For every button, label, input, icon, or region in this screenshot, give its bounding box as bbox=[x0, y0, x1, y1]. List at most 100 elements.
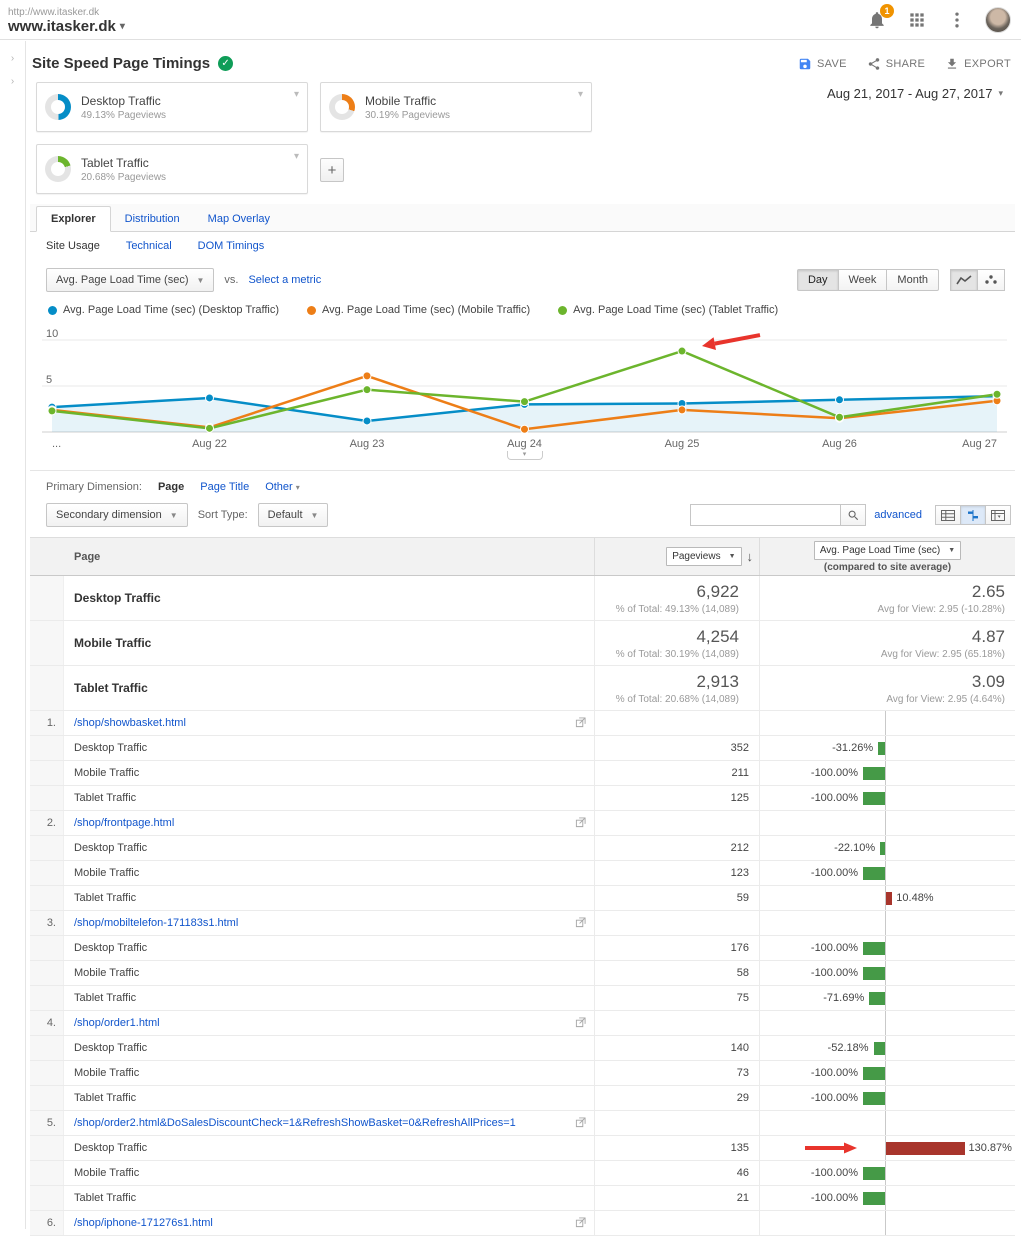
data-table-view-button[interactable] bbox=[935, 505, 961, 525]
page-url-link[interactable]: /shop/mobiltelefon-171183s1.html bbox=[74, 917, 239, 929]
open-in-new-icon[interactable] bbox=[575, 1217, 586, 1231]
comparison-view-button[interactable] bbox=[960, 505, 986, 525]
date-range-picker[interactable]: Aug 21, 2017 - Aug 27, 2017 ▾ bbox=[827, 86, 1003, 101]
open-in-new-icon[interactable] bbox=[575, 917, 586, 931]
row-number-cell bbox=[30, 1061, 64, 1085]
comparison-bar bbox=[886, 891, 893, 905]
row-number-cell bbox=[30, 1186, 64, 1210]
delta-percent-label: -100.00% bbox=[810, 942, 858, 954]
secondary-dimension-button[interactable]: Secondary dimension ▼ bbox=[46, 503, 188, 527]
metric-column-selector[interactable]: Avg. Page Load Time (sec) ▼ bbox=[813, 540, 962, 560]
segment-name: Desktop Traffic bbox=[74, 1142, 148, 1154]
sort-type-button[interactable]: Default ▼ bbox=[257, 503, 329, 527]
chevron-down-icon[interactable]: ▾ bbox=[577, 89, 583, 100]
page-url-link[interactable]: /shop/showbasket.html bbox=[74, 717, 186, 729]
left-rail: › › bbox=[0, 41, 26, 1229]
dimension-page-title[interactable]: Page Title bbox=[200, 481, 250, 493]
line-chart-view-button[interactable] bbox=[950, 269, 978, 291]
page-url-link[interactable]: /shop/frontpage.html bbox=[74, 817, 175, 829]
table-row-segment: Mobile Traffic 58 -100.00% bbox=[30, 961, 1015, 986]
segment-name: Tablet Traffic bbox=[74, 892, 137, 904]
legend-swatch bbox=[48, 305, 57, 315]
segment-cell: Mobile Traffic bbox=[64, 861, 594, 885]
account-selector[interactable]: www.itasker.dk ▾ bbox=[8, 18, 125, 35]
chart-expand-handle[interactable]: ▾ bbox=[506, 451, 543, 460]
pageviews-cell: 59 bbox=[594, 886, 759, 910]
page-url-link[interactable]: /shop/order2.html&DoSalesDiscountCheck=1… bbox=[74, 1117, 516, 1129]
add-segment-button[interactable]: + bbox=[320, 158, 344, 182]
chevron-down-icon[interactable]: ▾ bbox=[293, 151, 299, 162]
metric-cell: -100.00% bbox=[759, 1061, 1015, 1085]
pageviews-column-selector[interactable]: Pageviews ▼ bbox=[666, 547, 742, 566]
legend-swatch bbox=[558, 305, 568, 315]
rail-collapse-icon[interactable]: › bbox=[10, 53, 15, 64]
advanced-search-link[interactable]: advanced bbox=[874, 509, 922, 521]
page-url-link[interactable]: /shop/iphone-171276s1.html bbox=[74, 1217, 213, 1229]
timeseries-chart[interactable]: 5 10... Aug 22 Aug 23 Aug 24 Aug 25 Aug 26 Aug … bbox=[30, 318, 1015, 460]
tab-explorer[interactable]: Explorer bbox=[36, 206, 111, 232]
comparison-axis bbox=[885, 761, 886, 785]
dimension-page[interactable]: Page bbox=[157, 481, 185, 493]
comparison-axis bbox=[885, 911, 886, 935]
summary-row: Desktop Traffic 6,922 % of Total: 49.13% (… bbox=[30, 576, 1015, 621]
comparison-bar bbox=[873, 1041, 885, 1055]
row-number-cell bbox=[30, 961, 64, 985]
segment-card-mobile[interactable]: Mobile Traffic 30.19% Pageviews ▾ bbox=[320, 82, 592, 132]
segment-cell: Desktop Traffic bbox=[64, 736, 594, 760]
metric-average: 4.87 bbox=[971, 626, 1005, 646]
url-cell: /shop/mobiltelefon-171183s1.html bbox=[64, 911, 594, 935]
table-search-input[interactable] bbox=[690, 504, 841, 526]
account-url: http://www.itasker.dk bbox=[8, 6, 100, 18]
segment-name: Tablet Traffic bbox=[74, 1092, 137, 1104]
summary-row: Tablet Traffic 2,913 % of Total: 20.68% (1… bbox=[30, 666, 1015, 711]
segment-cell: Mobile Traffic bbox=[64, 1161, 594, 1185]
tab-distribution[interactable]: Distribution bbox=[124, 213, 180, 225]
granularity-month-button[interactable]: Month bbox=[886, 269, 939, 291]
search-button[interactable] bbox=[840, 504, 867, 526]
open-in-new-icon[interactable] bbox=[575, 717, 586, 731]
segment-card-tablet[interactable]: Tablet Traffic 20.68% Pageviews ▾ bbox=[36, 144, 308, 194]
segment-card-desktop[interactable]: Desktop Traffic 49.13% Pageviews ▾ bbox=[36, 82, 308, 132]
url-cell: /shop/showbasket.html bbox=[64, 711, 594, 735]
delta-percent-label: -22.10% bbox=[834, 842, 876, 854]
table-row-url: 5. /shop/order2.html&DoSalesDiscountCheck… bbox=[30, 1111, 1015, 1136]
pageviews-total: 6,922 bbox=[696, 581, 739, 601]
page-url-link[interactable]: /shop/order1.html bbox=[74, 1017, 160, 1029]
row-number-cell bbox=[30, 786, 64, 810]
rail-collapse-icon-2[interactable]: › bbox=[10, 76, 15, 87]
summary-segment-name: Mobile Traffic bbox=[74, 636, 152, 650]
open-in-new-icon[interactable] bbox=[575, 1017, 586, 1031]
motion-chart-view-button[interactable] bbox=[977, 269, 1005, 291]
select-metric-link[interactable]: Select a metric bbox=[248, 274, 322, 286]
granularity-day-button[interactable]: Day bbox=[796, 269, 839, 291]
metric-selector[interactable]: Avg. Page Load Time (sec) ▼ bbox=[46, 268, 215, 292]
metric-cell: -100.00% bbox=[759, 786, 1015, 810]
more-menu-button[interactable] bbox=[945, 8, 969, 32]
sort-descending-icon[interactable]: ↓ bbox=[746, 549, 754, 564]
table-row-segment: Desktop Traffic 352 -31.26% bbox=[30, 736, 1015, 761]
subtab-site-usage[interactable]: Site Usage bbox=[46, 240, 100, 252]
apps-grid-button[interactable] bbox=[905, 8, 929, 32]
table-row-url: 1. /shop/showbasket.html bbox=[30, 711, 1015, 736]
pageviews-cell: 140 bbox=[594, 1036, 759, 1060]
dimension-other[interactable]: Other ▾ bbox=[265, 481, 300, 493]
open-in-new-icon[interactable] bbox=[575, 817, 586, 831]
segment-cell: Mobile Traffic bbox=[64, 761, 594, 785]
chevron-down-icon[interactable]: ▾ bbox=[293, 89, 299, 100]
segment-detail: 49.13% Pageviews bbox=[81, 109, 167, 121]
segment-donut-desktop-icon bbox=[45, 94, 71, 120]
notifications-button[interactable]: 1 bbox=[865, 3, 894, 32]
share-button[interactable]: SHARE bbox=[867, 57, 925, 71]
subtab-dom-timings[interactable]: DOM Timings bbox=[197, 240, 265, 252]
pivot-view-button[interactable] bbox=[985, 505, 1011, 525]
bell-icon bbox=[870, 11, 884, 28]
save-button[interactable]: SAVE bbox=[798, 57, 847, 71]
date-range-label: Aug 21, 2017 - Aug 27, 2017 bbox=[826, 86, 993, 101]
export-button[interactable]: EXPORT bbox=[945, 57, 1011, 71]
open-in-new-icon[interactable] bbox=[575, 1117, 586, 1131]
subtab-technical[interactable]: Technical bbox=[125, 240, 172, 252]
tab-map-overlay[interactable]: Map Overlay bbox=[207, 213, 271, 225]
avatar[interactable] bbox=[985, 6, 1011, 33]
granularity-week-button[interactable]: Week bbox=[837, 269, 888, 291]
summary-segment-name: Desktop Traffic bbox=[74, 591, 161, 605]
